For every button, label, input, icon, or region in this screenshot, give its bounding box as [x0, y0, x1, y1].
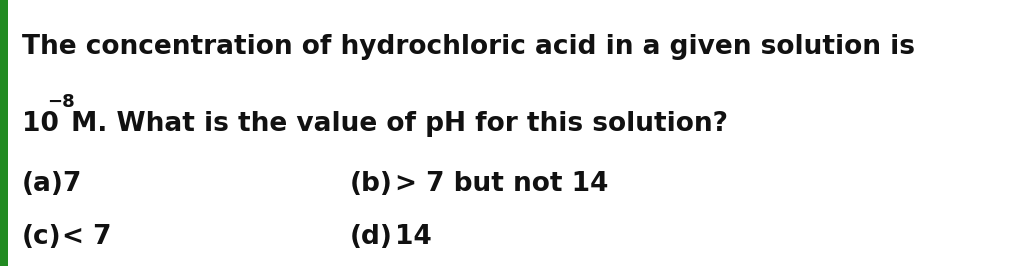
FancyBboxPatch shape [0, 0, 8, 266]
Text: −8: −8 [47, 93, 75, 111]
Text: (c): (c) [22, 224, 61, 250]
Text: 14: 14 [395, 224, 432, 250]
Text: > 7 but not 14: > 7 but not 14 [395, 171, 608, 197]
Text: 7: 7 [62, 171, 80, 197]
Text: (a): (a) [22, 171, 63, 197]
Text: 10: 10 [22, 111, 58, 137]
Text: The concentration of hydrochloric acid in a given solution is: The concentration of hydrochloric acid i… [22, 34, 915, 60]
Text: M. What is the value of pH for this solution?: M. What is the value of pH for this solu… [62, 111, 728, 137]
Text: (b): (b) [350, 171, 393, 197]
Text: < 7: < 7 [62, 224, 112, 250]
Text: (d): (d) [350, 224, 393, 250]
